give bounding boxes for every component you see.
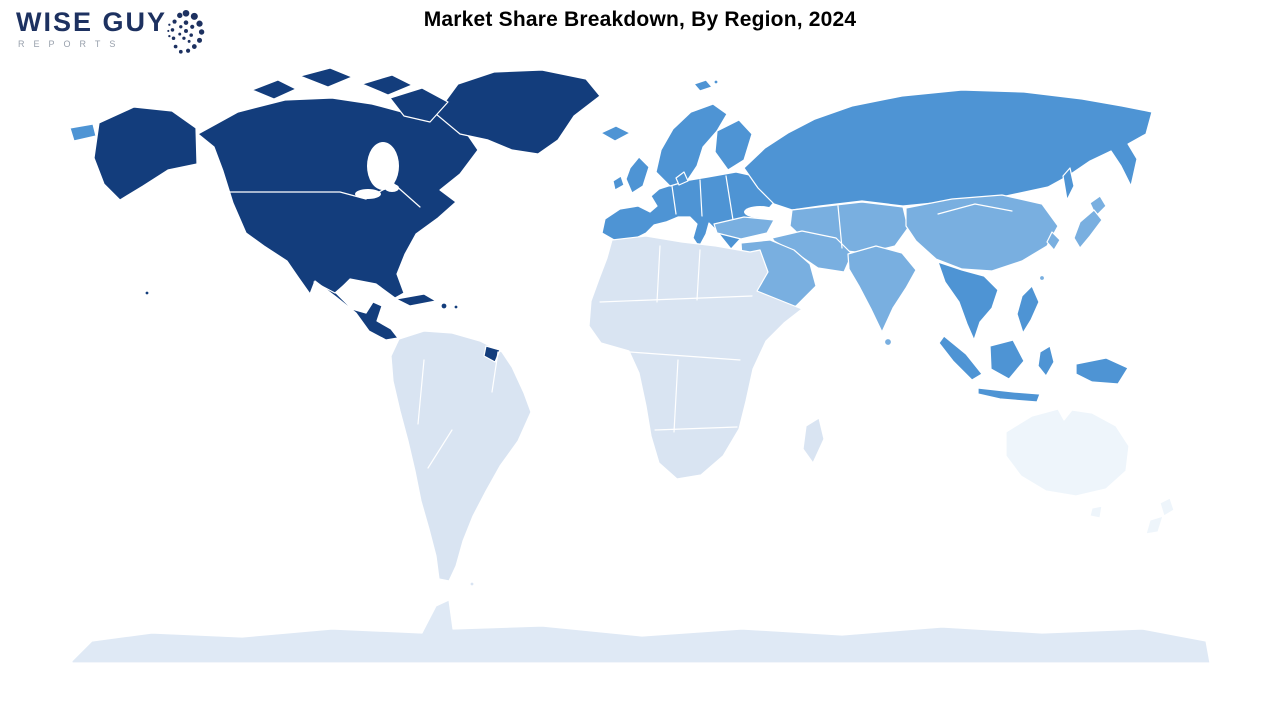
region-finland <box>714 119 753 171</box>
great-lakes <box>355 189 381 199</box>
country-border-line-europe <box>699 179 703 217</box>
region-japan-honshu <box>1073 209 1103 249</box>
region-korea <box>1046 231 1061 251</box>
region-arctic-island <box>299 67 353 88</box>
region-mainland-southeast-asia <box>937 261 999 341</box>
region-new-zealand-north <box>1159 497 1175 517</box>
logo-text: WISE GUY REPORTS <box>16 7 168 50</box>
region-ireland <box>612 175 625 191</box>
region-madagascar <box>802 417 825 464</box>
region-china <box>905 194 1059 272</box>
country-border-line-central-asia <box>837 205 843 249</box>
country-border-line-africa <box>673 359 679 433</box>
region-alaska <box>93 106 198 201</box>
region-sulawesi <box>1037 345 1055 377</box>
country-border-line-us-mexico <box>313 279 351 294</box>
region-north-america-mainland <box>197 97 479 341</box>
region-borneo <box>989 339 1025 380</box>
logo-head-dots <box>167 9 205 54</box>
country-border-line-south-america <box>427 429 453 469</box>
country-border-line-mongolia <box>937 203 1013 215</box>
region-svalbard <box>693 79 713 92</box>
country-border-line-us-canada <box>225 183 421 208</box>
country-border-line-south-america <box>417 359 425 425</box>
country-border-line-africa <box>656 245 661 303</box>
region-iceland <box>600 125 631 142</box>
region-cuba <box>395 293 437 307</box>
country-border-line-africa <box>629 351 741 361</box>
hudson-bay <box>367 142 399 190</box>
region-russia <box>743 89 1153 211</box>
region-africa <box>588 235 803 480</box>
region-puerto-rico <box>453 304 459 310</box>
country-border-line-africa <box>654 426 738 431</box>
region-philippines <box>1016 285 1040 334</box>
logo-subtext: REPORTS <box>18 39 125 50</box>
country-border-line-europe <box>725 175 734 221</box>
chart-title: Market Share Breakdown, By Region, 2024 <box>423 8 857 31</box>
country-border-line-south-america <box>491 351 499 393</box>
region-arctic-island <box>251 79 297 100</box>
region-chukotka-west-wrap <box>69 123 97 142</box>
region-svalbard-islet <box>713 79 719 85</box>
country-border-line-europe <box>671 185 677 215</box>
region-australia <box>1005 408 1130 497</box>
black-sea <box>744 206 776 218</box>
region-great-britain <box>625 156 650 194</box>
region-tasmania <box>1089 505 1103 519</box>
country-border-line-africa <box>599 295 753 303</box>
logo-wordmark: WISE GUY <box>16 7 168 37</box>
region-sri-lanka <box>883 337 893 347</box>
region-new-zealand-south <box>1145 515 1164 535</box>
logo-head-dots-icon <box>167 9 205 54</box>
region-new-guinea <box>1075 357 1129 385</box>
wise-guy-reports-logo: WISE GUY REPORTS <box>16 8 209 58</box>
region-sumatra <box>938 335 983 381</box>
region-south-america <box>390 330 532 582</box>
region-arctic-island <box>361 74 413 96</box>
region-falkland-islands <box>469 581 475 587</box>
region-denmark <box>675 171 689 186</box>
region-antarctica <box>71 599 1211 664</box>
region-baffin-island <box>389 87 449 123</box>
region-turkey <box>713 216 775 240</box>
region-sakhalin <box>1062 167 1075 201</box>
region-java <box>977 387 1041 403</box>
country-border-line-africa <box>696 249 701 301</box>
region-hispaniola <box>440 302 448 310</box>
region-greenland <box>435 69 601 155</box>
region-french-guiana <box>483 345 501 363</box>
region-hawaii <box>144 290 150 296</box>
region-taiwan <box>1038 274 1046 282</box>
region-india <box>847 245 917 333</box>
